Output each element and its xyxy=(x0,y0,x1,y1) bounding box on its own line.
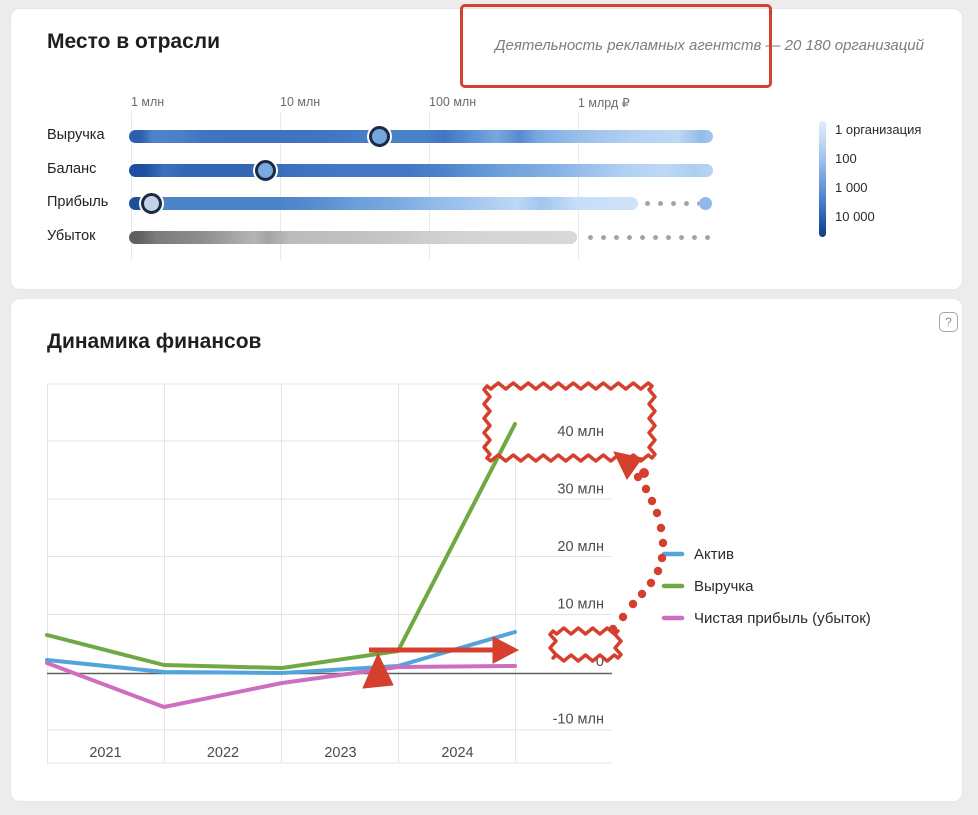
strip-loss xyxy=(129,230,713,244)
row-label-profit: Прибыль xyxy=(47,194,109,210)
row-label-balance: Баланс xyxy=(47,161,97,177)
strip-end-dot-profit xyxy=(699,196,712,210)
y-tick-20mln: 20 млн xyxy=(557,539,604,555)
strip-revenue xyxy=(129,125,713,147)
series-lines xyxy=(45,422,517,709)
scale-tick-10mln: 10 млн xyxy=(280,95,321,109)
chart-legend: Актив Выручка Чистая прибыль (убыток) xyxy=(661,546,871,627)
y-tick-10mln: 10 млн xyxy=(557,597,604,613)
red-dot xyxy=(618,612,628,622)
red-dot xyxy=(652,508,662,518)
red-dot xyxy=(658,538,668,548)
company-marker-profit xyxy=(140,192,162,214)
red-dot xyxy=(646,578,656,588)
company-marker-balance xyxy=(254,159,276,181)
series-line-pribyl xyxy=(45,661,517,709)
strip-heat-profit xyxy=(129,196,638,210)
legend-label-1000: 1 000 xyxy=(835,180,868,195)
x-tick-2024: 2024 xyxy=(441,745,473,761)
help-button[interactable]: ? xyxy=(939,312,958,332)
zigzag-frame-zero xyxy=(548,626,623,663)
x-axis-labels: 2021 2022 2023 2024 xyxy=(89,745,473,761)
y-tick-zero: 0 xyxy=(596,654,604,670)
y-tick-40mln: 40 млн xyxy=(557,424,604,440)
up-red-arrowhead xyxy=(362,652,394,689)
row-label-revenue: Выручка xyxy=(47,127,105,143)
finance-dynamics-card: Динамика финансов ? 40 млн 30 млн xyxy=(10,298,963,802)
zigzag-frame-zero-fill xyxy=(550,628,621,661)
legend-label-aktiv: Актив xyxy=(694,546,734,563)
scale-tick-1mlrd: 1 млрд ₽ xyxy=(578,96,630,110)
zigzag-frame-40mln-fill xyxy=(484,383,655,461)
legend-label-vyruchka: Выручка xyxy=(694,578,754,595)
gridline xyxy=(578,113,579,260)
zigzag-frame-40mln xyxy=(482,381,657,463)
legend-label-10000: 10 000 xyxy=(835,209,875,224)
red-dotted-arc xyxy=(608,472,668,634)
industry-subtitle: Деятельность рекламных агентств — 20 180… xyxy=(494,37,924,54)
gridline xyxy=(429,113,430,260)
red-dot xyxy=(653,566,663,576)
chart-grid xyxy=(47,383,612,764)
red-dot xyxy=(647,496,657,506)
red-dot xyxy=(637,589,647,599)
question-mark-icon: ? xyxy=(945,315,952,329)
legend-label-100: 100 xyxy=(835,151,857,166)
density-legend-gradient-bar xyxy=(819,121,826,237)
y-tick-minus10mln: -10 млн xyxy=(553,712,604,728)
red-dot xyxy=(657,553,667,563)
strip-heat-revenue xyxy=(129,129,713,143)
red-dot xyxy=(656,523,666,533)
strip-balance xyxy=(129,159,713,181)
gridline xyxy=(280,113,281,260)
strip-profit xyxy=(129,192,713,214)
legend-label-pribyl: Чистая прибыль (убыток) xyxy=(694,610,871,627)
sparse-dots-loss xyxy=(584,230,713,244)
horizontal-red-arrow xyxy=(369,636,520,664)
company-marker-revenue xyxy=(368,125,390,147)
strip-heat-balance xyxy=(129,163,713,177)
red-dot xyxy=(608,624,618,634)
red-dot xyxy=(641,484,651,494)
red-dot xyxy=(628,599,638,609)
scale-tick-100mln: 100 млн xyxy=(429,95,477,109)
x-tick-2023: 2023 xyxy=(324,745,356,761)
finance-line-chart: 40 млн 30 млн 20 млн 10 млн 0 -10 млн 20… xyxy=(45,381,871,764)
strip-heat-loss xyxy=(129,230,577,244)
legend-label-1org: 1 организация xyxy=(835,122,922,137)
arc-arrowhead xyxy=(613,451,649,480)
sparse-dots-profit xyxy=(641,196,699,210)
industry-card-title: Место в отрасли xyxy=(47,30,221,53)
gridline xyxy=(131,113,132,260)
red-annotations xyxy=(362,381,668,689)
series-line-aktiv xyxy=(45,630,517,675)
scale-tick-1mln: 1 млн xyxy=(131,95,165,109)
finance-card-title: Динамика финансов xyxy=(47,330,262,353)
y-axis-labels: 40 млн 30 млн 20 млн 10 млн 0 -10 млн xyxy=(553,424,604,728)
row-label-loss: Убыток xyxy=(47,228,96,244)
x-tick-2022: 2022 xyxy=(207,745,239,761)
y-tick-30mln: 30 млн xyxy=(557,482,604,498)
x-tick-2021: 2021 xyxy=(89,745,121,761)
industry-position-card: Место в отрасли Деятельность рекламных а… xyxy=(10,4,963,290)
series-line-vyruchka xyxy=(45,422,517,670)
